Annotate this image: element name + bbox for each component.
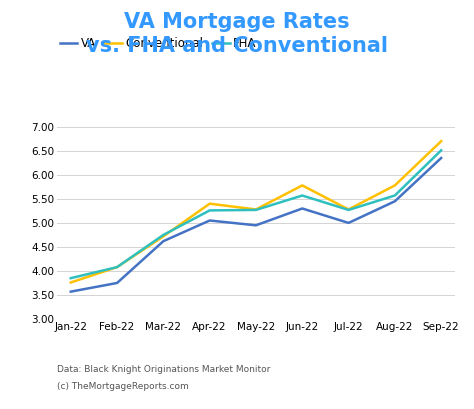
Conventional <box>161 234 166 239</box>
VA <box>161 239 166 244</box>
FHA <box>300 193 305 198</box>
Text: Data: Black Knight Originations Market Monitor: Data: Black Knight Originations Market M… <box>57 365 270 374</box>
FHA <box>253 207 259 212</box>
FHA <box>207 208 212 213</box>
Conventional <box>114 265 120 270</box>
VA <box>438 155 444 160</box>
Line: Conventional: Conventional <box>71 141 441 283</box>
VA <box>207 218 212 223</box>
Line: VA: VA <box>71 158 441 292</box>
VA <box>253 223 259 228</box>
VA <box>300 206 305 211</box>
Conventional <box>346 207 351 212</box>
VA <box>346 220 351 225</box>
FHA <box>392 193 398 198</box>
Conventional <box>68 280 73 285</box>
Legend: VA, Conventional, FHA: VA, Conventional, FHA <box>55 33 261 55</box>
Line: FHA: FHA <box>71 151 441 278</box>
Conventional <box>300 183 305 188</box>
Conventional <box>253 207 259 212</box>
VA <box>114 281 120 285</box>
Text: (c) TheMortgageReports.com: (c) TheMortgageReports.com <box>57 382 189 391</box>
FHA <box>68 276 73 281</box>
Conventional <box>207 201 212 206</box>
Text: VA Mortgage Rates
vs. FHA and Conventional: VA Mortgage Rates vs. FHA and Convention… <box>86 12 388 56</box>
FHA <box>346 207 351 212</box>
FHA <box>438 148 444 153</box>
FHA <box>161 232 166 237</box>
VA <box>392 199 398 204</box>
FHA <box>114 265 120 270</box>
Conventional <box>438 139 444 144</box>
Conventional <box>392 183 398 188</box>
VA <box>68 289 73 294</box>
